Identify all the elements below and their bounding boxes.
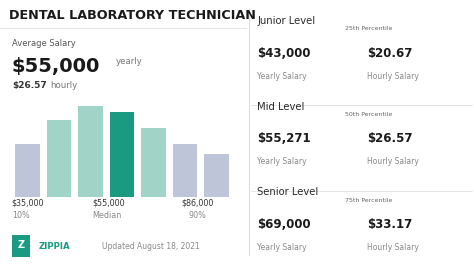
Text: Yearly Salary: Yearly Salary (257, 243, 307, 252)
Text: hourly: hourly (50, 81, 77, 90)
Text: $20.67: $20.67 (367, 47, 413, 60)
Text: $55,000: $55,000 (92, 198, 125, 207)
Text: Z: Z (18, 240, 25, 250)
Text: Hourly Salary: Hourly Salary (367, 243, 419, 252)
Text: $35,000: $35,000 (12, 198, 45, 207)
Text: 25th Percentile: 25th Percentile (345, 27, 392, 31)
Text: 75th Percentile: 75th Percentile (345, 198, 392, 203)
Bar (141, 128, 166, 197)
Text: Senior Level: Senior Level (257, 187, 319, 197)
Bar (204, 154, 229, 197)
Text: Median: Median (92, 211, 122, 221)
Text: ZIPPIA: ZIPPIA (39, 242, 71, 251)
Text: Mid Level: Mid Level (257, 102, 305, 112)
Text: Yearly Salary: Yearly Salary (257, 157, 307, 167)
Text: 90%: 90% (188, 211, 206, 221)
Text: $55,000: $55,000 (12, 57, 100, 76)
Text: $69,000: $69,000 (257, 218, 311, 231)
Text: Hourly Salary: Hourly Salary (367, 72, 419, 81)
Text: Junior Level: Junior Level (257, 16, 316, 26)
Bar (78, 106, 103, 197)
Text: Updated August 18, 2021: Updated August 18, 2021 (102, 242, 200, 251)
Text: Yearly Salary: Yearly Salary (257, 72, 307, 81)
Bar (47, 120, 72, 197)
Text: $26.57: $26.57 (367, 132, 413, 145)
Text: yearly: yearly (116, 57, 143, 66)
Text: 10%: 10% (12, 211, 29, 221)
Bar (15, 144, 40, 197)
Text: $55,271: $55,271 (257, 132, 311, 145)
Bar (110, 112, 134, 197)
Text: 50th Percentile: 50th Percentile (345, 112, 392, 117)
Text: Hourly Salary: Hourly Salary (367, 157, 419, 167)
Text: $26.57: $26.57 (12, 81, 46, 90)
Text: Average Salary: Average Salary (12, 39, 75, 48)
Text: $43,000: $43,000 (257, 47, 311, 60)
Bar (173, 144, 197, 197)
FancyBboxPatch shape (12, 235, 30, 257)
Text: $86,000: $86,000 (181, 198, 213, 207)
Text: DENTAL LABORATORY TECHNICIAN: DENTAL LABORATORY TECHNICIAN (9, 9, 255, 22)
Text: $33.17: $33.17 (367, 218, 412, 231)
